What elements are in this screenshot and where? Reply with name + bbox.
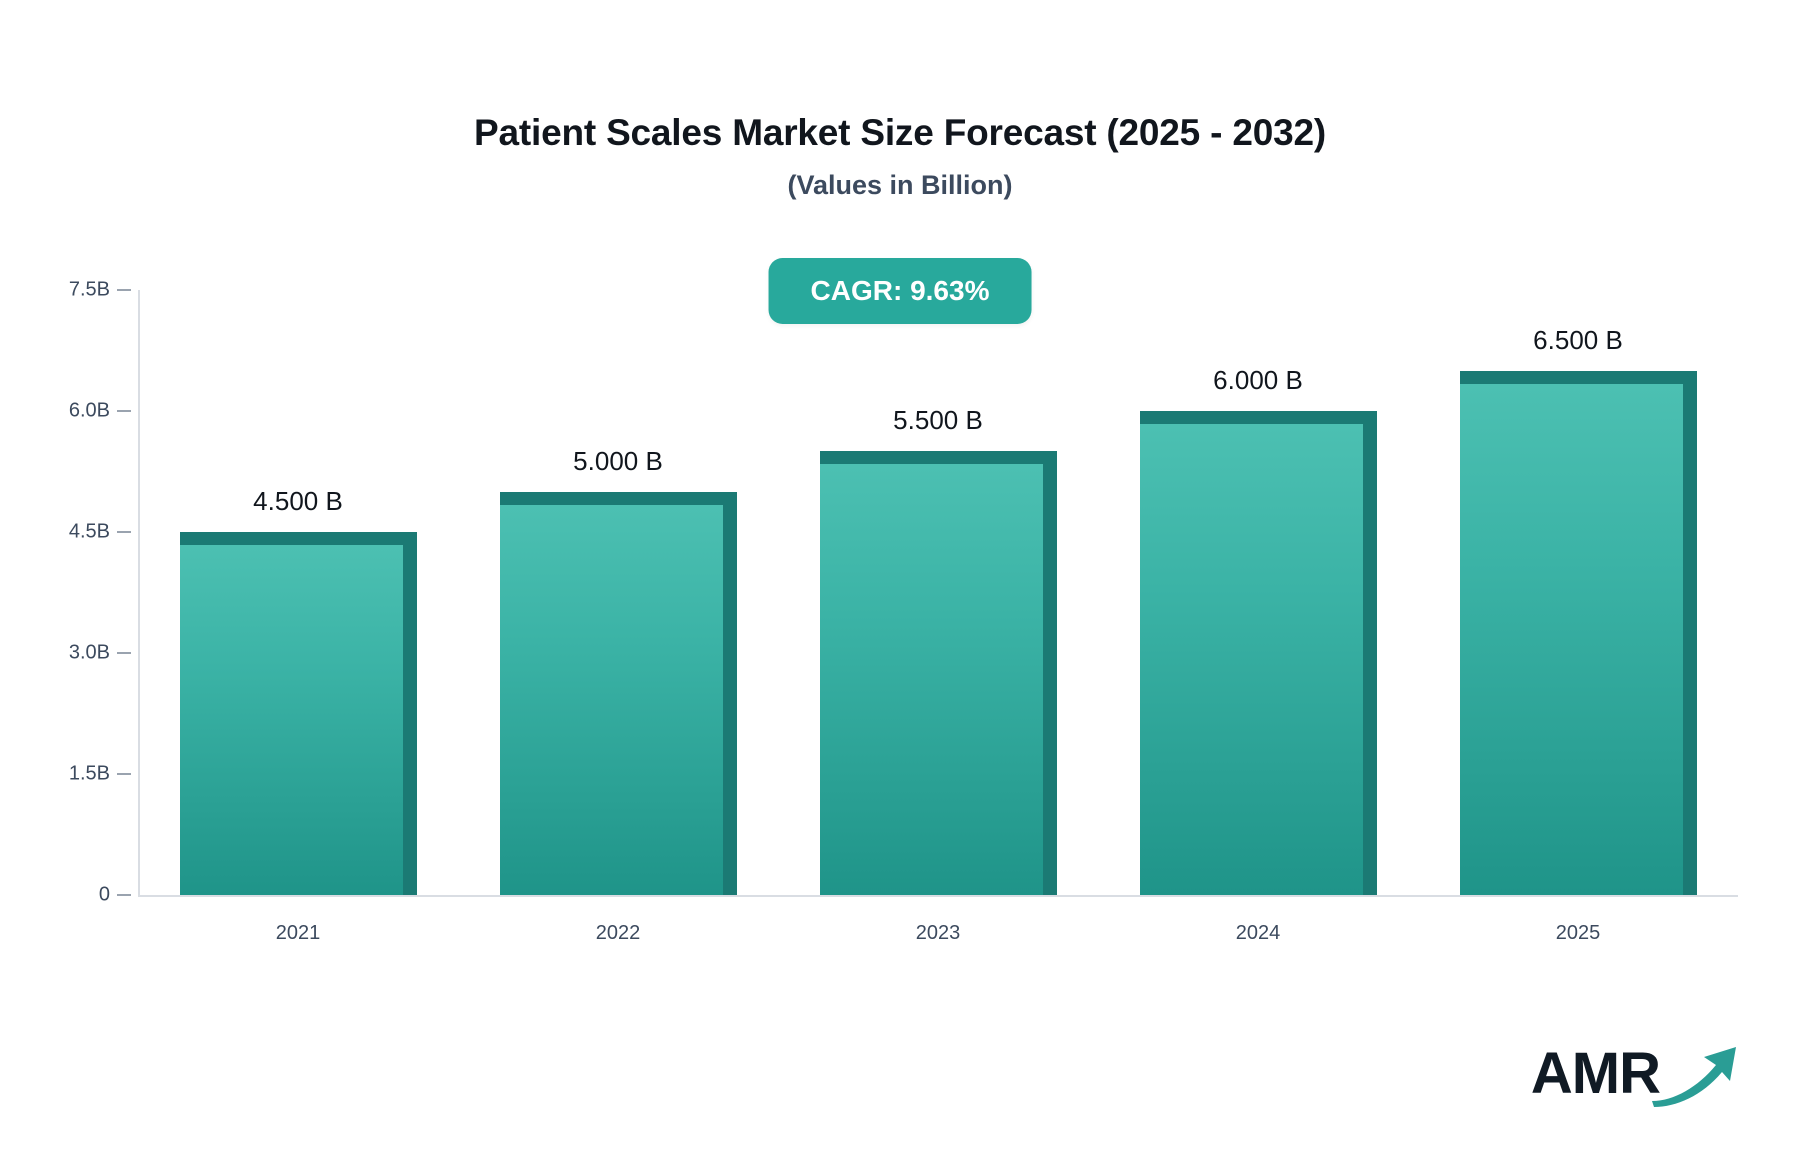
y-axis-tick-label: 0 [98,883,110,906]
bar-value-label: 4.500 B [253,486,343,516]
bar-side-face [1042,451,1057,895]
bar-value-label: 6.500 B [1533,324,1623,355]
cagr-badge: CAGR: 9.63% [768,258,1032,324]
chart-subtitle: (Values in Billion) [787,170,1013,200]
bar-body [819,451,1057,895]
x-axis-line [138,895,1738,897]
y-axis-tick-mark [117,289,131,291]
y-axis-tick-mark [117,531,131,533]
bar-front-face [499,504,723,895]
bar-side-face [722,491,737,895]
y-axis-tick-label: 7.5B [68,278,110,301]
bar-side-face [402,532,417,895]
bar-body [499,491,737,895]
y-axis-tick-mark [117,410,131,412]
x-axis-tick-label: 2021 [275,922,321,944]
logo-text: AMR [1530,1041,1661,1106]
bar-column[interactable]: 4.500 B 2021 [179,486,417,944]
bar-value-label: 5.000 B [573,445,663,476]
y-axis-tick-mark [117,894,131,896]
y-axis-tick-label: 3.0B [68,641,110,664]
bar-body [1459,370,1697,895]
bar-front-face [179,545,403,895]
bar-front-face [819,464,1043,895]
y-axis-line [138,290,140,895]
bar-front-face [1459,383,1683,895]
bar-column[interactable]: 6.000 B 2024 [1139,365,1377,944]
x-axis-tick-label: 2022 [595,922,641,944]
bar-body [179,532,417,895]
y-axis-tick-label: 6.0B [68,399,110,422]
y-axis-tick-label: 4.5B [68,520,110,543]
bar-body [1139,411,1377,895]
y-axis-tick-mark [117,652,131,654]
x-axis-tick-label: 2024 [1235,922,1281,944]
bar-front-face [1139,424,1363,895]
growth-arrow-icon [1646,1039,1742,1116]
x-axis-tick-label: 2025 [1555,922,1601,944]
bar-series: 4.500 B 2021 5.000 B 2022 5.500 B 2023 6.000 B… [138,290,1738,944]
x-axis-tick-label: 2023 [915,922,961,944]
amr-logo: AMR [1531,1034,1742,1114]
y-axis-tick-mark [117,773,131,775]
bar-value-label: 6.000 B [1213,365,1303,395]
plot-area: 4.500 B 2021 5.000 B 2022 5.500 B 2023 6.000 B… [138,290,1738,944]
bar-column[interactable]: 5.000 B 2022 [499,446,737,944]
bar-side-face [1682,370,1697,895]
bar-value-label: 5.500 B [893,405,983,436]
y-axis-tick-label: 1.5B [68,762,110,785]
bar-side-face [1362,411,1377,895]
page-title: Patient Scales Market Size Forecast (202… [474,112,1326,153]
bar-column[interactable]: 6.500 B 2025 [1459,325,1697,944]
bar-column[interactable]: 5.500 B 2023 [819,405,1057,944]
